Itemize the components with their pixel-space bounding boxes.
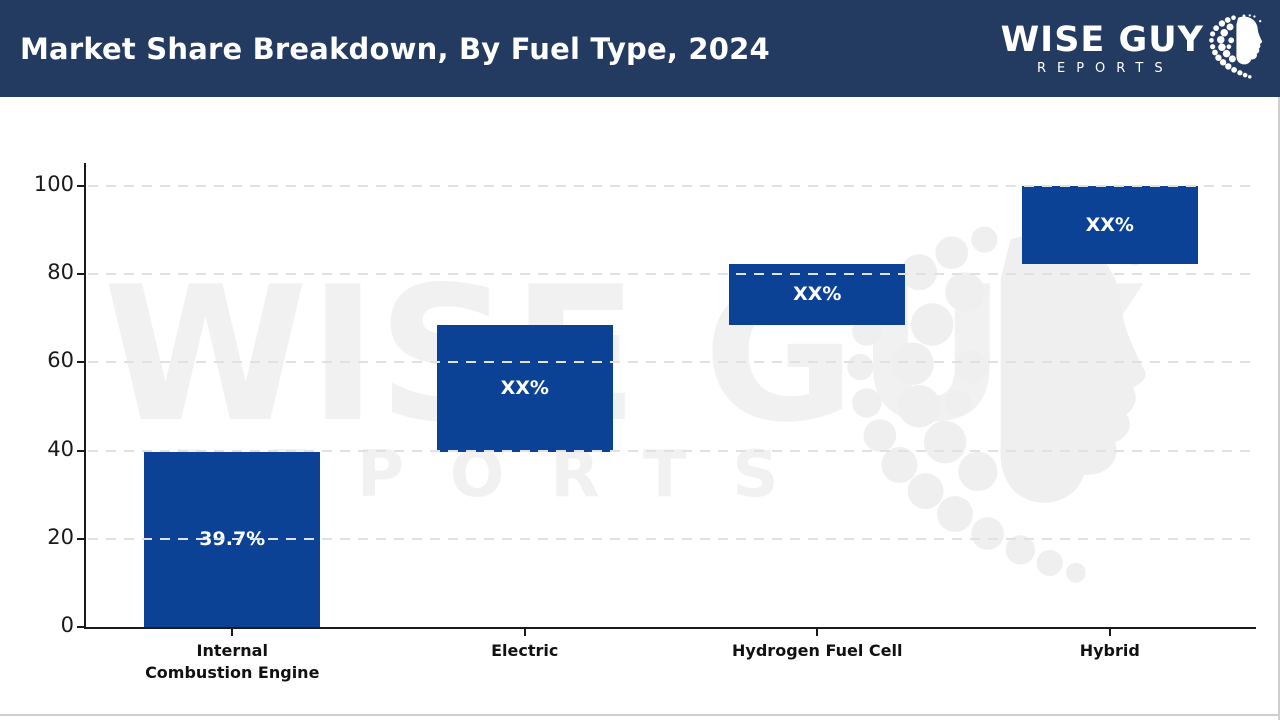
y-gridline	[88, 361, 1254, 364]
y-tick-label: 0	[60, 613, 74, 637]
y-tick-label: 100	[33, 172, 74, 196]
y-tick	[77, 185, 86, 187]
wiseguy-logo: WISE GUY REPORTS	[1001, 4, 1266, 94]
y-axis-line	[84, 163, 86, 629]
y-tick	[77, 361, 86, 364]
bar-value-label: XX%	[500, 377, 549, 400]
x-tick-label: Internal Combustion Engine	[145, 641, 320, 682]
x-tick	[816, 629, 819, 636]
wiseguy-face-icon	[1209, 14, 1263, 79]
x-axis-line	[84, 627, 1256, 629]
logo-subtext: REPORTS	[1036, 61, 1174, 76]
bar-value-label: XX%	[793, 283, 842, 306]
y-tick	[77, 273, 86, 276]
x-tick	[523, 629, 526, 636]
bar: XX%	[436, 324, 613, 452]
page-title: Market Share Breakdown, By Fuel Type, 20…	[20, 31, 770, 66]
bar: XX%	[1021, 186, 1198, 265]
bottom-divider	[0, 714, 1280, 716]
y-gridline	[88, 449, 1254, 452]
x-tick	[1108, 629, 1111, 636]
logo-text: WISE GUY REPORTS	[1000, 20, 1204, 76]
y-gridline	[88, 537, 1254, 540]
bar-value-label: XX%	[1085, 214, 1134, 237]
y-gridline	[88, 185, 1254, 187]
y-tick	[77, 626, 86, 628]
header: Market Share Breakdown, By Fuel Type, 20…	[0, 0, 1280, 97]
y-tick-label: 60	[47, 348, 74, 373]
x-tick	[231, 629, 234, 636]
y-tick-label: 20	[47, 524, 74, 549]
y-tick	[77, 449, 86, 452]
y-tick	[77, 537, 86, 540]
x-tick-label: Electric	[491, 641, 559, 660]
y-tick-label: 80	[47, 260, 74, 285]
y-tick-label: 40	[47, 436, 74, 461]
x-tick-label: Hydrogen Fuel Cell	[732, 641, 903, 660]
x-tick-label: Hybrid	[1079, 641, 1140, 660]
y-gridline	[88, 273, 1254, 276]
logo-wordmark: WISE GUY	[1000, 20, 1204, 60]
